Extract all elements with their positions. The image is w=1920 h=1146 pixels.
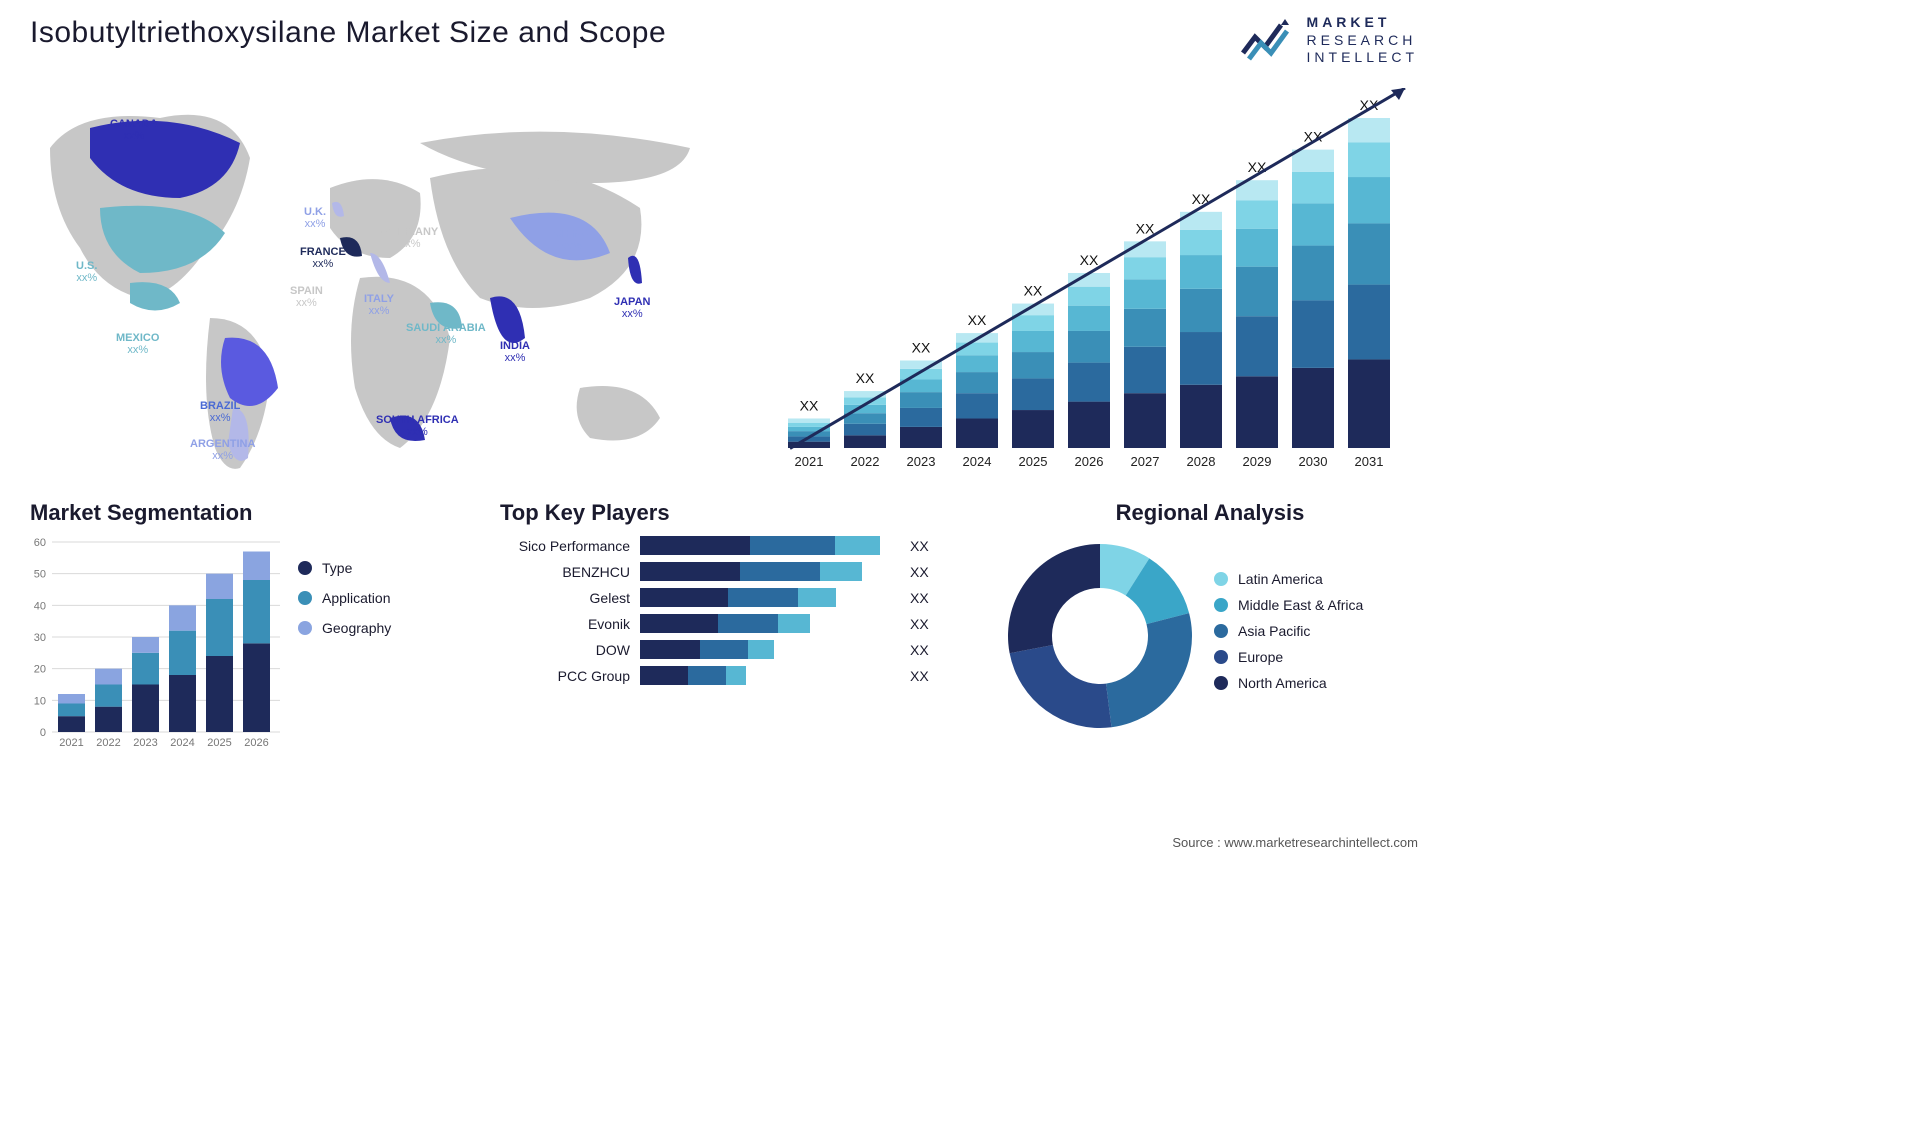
svg-text:2030: 2030 [1299,454,1328,469]
segmentation-panel: Market Segmentation 0 10 20 30 40 50 60 2021 202… [30,500,460,746]
svg-text:XX: XX [912,339,931,355]
map-label: INDIAxx% [500,340,530,364]
growth-stacked-chart: XX 2021 XX 2022 XX 2023 XX 2024 XX 2025 XX 2026 XX 20… [778,88,1418,478]
svg-text:2023: 2023 [133,737,157,746]
player-row: GelestXX [500,588,970,607]
svg-text:XX: XX [800,397,819,413]
regional-panel: Regional Analysis Latin America Middle Ea… [1000,500,1420,736]
svg-text:2025: 2025 [207,737,231,746]
source-line: Source : www.marketresearchintellect.com [1172,835,1418,850]
map-label: CHINAxx% [554,228,589,252]
svg-text:50: 50 [34,569,46,581]
regional-legend: Latin America Middle East & Africa Asia Pa… [1214,571,1363,701]
legend-item: Europe [1214,649,1363,665]
map-label: JAPANxx% [614,296,650,320]
svg-text:XX: XX [1248,159,1267,175]
svg-text:2026: 2026 [1075,454,1104,469]
page-title: Isobutyltriethoxysilane Market Size and … [30,16,666,50]
svg-text:2027: 2027 [1131,454,1160,469]
svg-text:2029: 2029 [1243,454,1272,469]
map-label: ARGENTINAxx% [190,438,255,462]
brand-logo: MARKET RESEARCH INTELLECT [1241,14,1418,67]
world-map [30,88,710,478]
map-label: CANADAxx% [110,118,158,142]
logo-line1: MARKET [1307,14,1418,32]
svg-text:XX: XX [856,370,875,386]
svg-text:2028: 2028 [1187,454,1216,469]
svg-text:2024: 2024 [170,737,194,746]
logo-line2: RESEARCH [1307,32,1418,50]
regional-donut [1000,536,1200,736]
map-label: ITALYxx% [364,293,394,317]
logo-line3: INTELLECT [1307,49,1418,67]
world-map-panel: CANADAxx% U.S.xx% MEXICOxx% BRAZILxx% ARGENT… [30,88,710,478]
map-label: U.S.xx% [76,260,97,284]
svg-text:XX: XX [1080,252,1099,268]
map-label: SAUDI ARABIAxx% [406,322,486,346]
svg-text:2023: 2023 [907,454,936,469]
segmentation-title: Market Segmentation [30,500,460,526]
svg-text:2022: 2022 [851,454,880,469]
svg-text:2021: 2021 [795,454,824,469]
svg-text:60: 60 [34,537,46,549]
svg-text:20: 20 [34,664,46,676]
player-row: EvonikXX [500,614,970,633]
map-label: U.K.xx% [304,206,326,230]
map-label: SOUTH AFRICAxx% [376,414,459,438]
legend-item: Geography [298,620,391,636]
svg-text:XX: XX [968,312,987,328]
regional-title: Regional Analysis [1000,500,1420,526]
svg-text:2021: 2021 [59,737,83,746]
players-title: Top Key Players [500,500,970,526]
svg-text:10: 10 [34,695,46,707]
player-row: Sico PerformanceXX [500,536,970,555]
svg-text:30: 30 [34,632,46,644]
svg-text:2024: 2024 [963,454,992,469]
legend-item: Latin America [1214,571,1363,587]
svg-text:XX: XX [1024,283,1043,299]
svg-text:2022: 2022 [96,737,120,746]
map-label: MEXICOxx% [116,332,159,356]
players-panel: Top Key Players Sico PerformanceXX BENZHC… [500,500,970,692]
logo-icon [1241,19,1297,61]
svg-text:40: 40 [34,600,46,612]
svg-text:2026: 2026 [244,737,268,746]
player-row: DOWXX [500,640,970,659]
legend-item: Asia Pacific [1214,623,1363,639]
map-label: FRANCExx% [300,246,346,270]
svg-text:2031: 2031 [1355,454,1384,469]
legend-item: North America [1214,675,1363,691]
legend-item: Type [298,560,391,576]
segmentation-legend: Type Application Geography [298,560,391,746]
player-row: BENZHCUXX [500,562,970,581]
svg-text:0: 0 [40,727,46,739]
players-chart: Sico PerformanceXX BENZHCUXX GelestXX Evoni… [500,536,970,685]
segmentation-chart: 0 10 20 30 40 50 60 2021 2022 2023 2024 2025 2026 [30,536,280,746]
player-row: PCC GroupXX [500,666,970,685]
legend-item: Application [298,590,391,606]
svg-text:2025: 2025 [1019,454,1048,469]
svg-text:XX: XX [1136,220,1155,236]
map-label: SPAINxx% [290,285,323,309]
map-label: BRAZILxx% [200,400,240,424]
legend-item: Middle East & Africa [1214,597,1363,613]
map-label: GERMANYxx% [382,226,438,250]
